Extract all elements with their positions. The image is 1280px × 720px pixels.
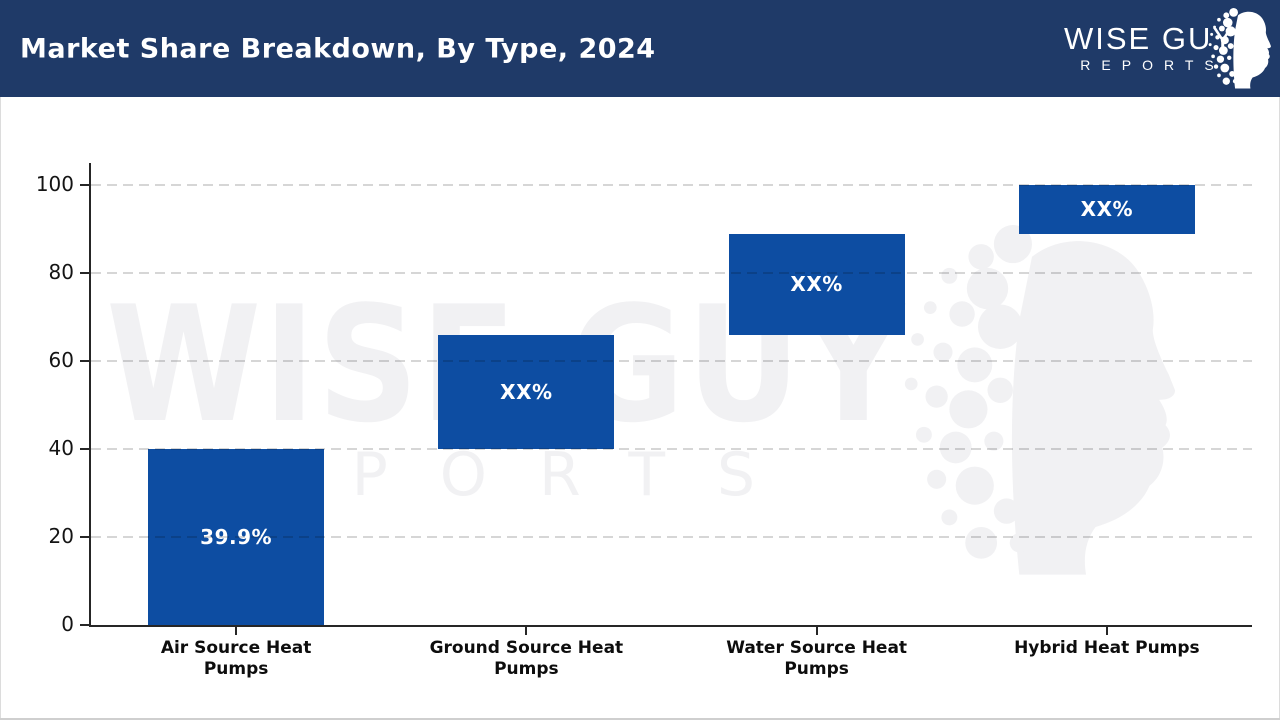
waterfall-bar: XX% — [438, 335, 615, 450]
gridline — [91, 360, 1252, 362]
x-axis-tick — [815, 627, 818, 635]
header-bar: Market Share Breakdown, By Type, 2024 WI… — [0, 0, 1280, 97]
logo-wordmark-sub: REPORTS — [1080, 57, 1225, 74]
y-axis-tick-label: 60 — [48, 347, 74, 372]
x-axis-category-label: Water Source Heat Pumps — [726, 638, 908, 680]
x-axis-category-label: Air Source Heat Pumps — [160, 638, 312, 680]
x-axis-category-label: Hybrid Heat Pumps — [1014, 638, 1200, 658]
x-axis-category-label: Ground Source Heat Pumps — [429, 638, 624, 680]
y-axis-tick-label: 100 — [35, 171, 74, 196]
bar-value-label: 39.9% — [200, 525, 273, 550]
bar-value-label: XX% — [790, 272, 843, 297]
y-axis-tick — [80, 184, 89, 186]
logo-wordmark-main: WISE GUY — [1064, 21, 1236, 56]
chart-title: Market Share Breakdown, By Type, 2024 — [20, 33, 656, 64]
y-axis-tick-label: 40 — [48, 435, 74, 460]
y-axis-tick-label: 20 — [48, 523, 74, 548]
bar-value-label: XX% — [500, 380, 553, 405]
x-axis-tick — [1105, 627, 1108, 635]
y-axis-tick-label: 0 — [61, 611, 74, 636]
waterfall-bar: XX% — [728, 233, 905, 336]
x-axis-tick — [235, 627, 238, 635]
plot-area: 39.9% XX% XX% XX% 0 20 40 60 80 100 Air Source Hea… — [36, 163, 1252, 679]
y-axis-tick — [80, 536, 89, 538]
bar-value-label: XX% — [1080, 197, 1134, 222]
y-axis-tick — [80, 624, 89, 626]
dotted-head-profile-icon — [1208, 8, 1271, 89]
waterfall-bar: 39.9% — [148, 449, 325, 625]
x-axis-tick — [525, 627, 528, 635]
y-axis-tick-label: 80 — [48, 259, 74, 284]
y-axis-tick — [80, 272, 89, 274]
logo-wordmark: WISE GUY REPORTS — [1064, 21, 1236, 74]
y-axis-tick — [80, 448, 89, 450]
gridline — [91, 184, 1252, 186]
gridline — [91, 536, 1252, 538]
gridline — [91, 272, 1252, 274]
y-axis-tick — [80, 360, 89, 362]
waterfall-bar: XX% — [1018, 185, 1195, 234]
gridline — [91, 448, 1252, 450]
wiseguy-logo: WISE GUY REPORTS — [1024, 6, 1274, 92]
